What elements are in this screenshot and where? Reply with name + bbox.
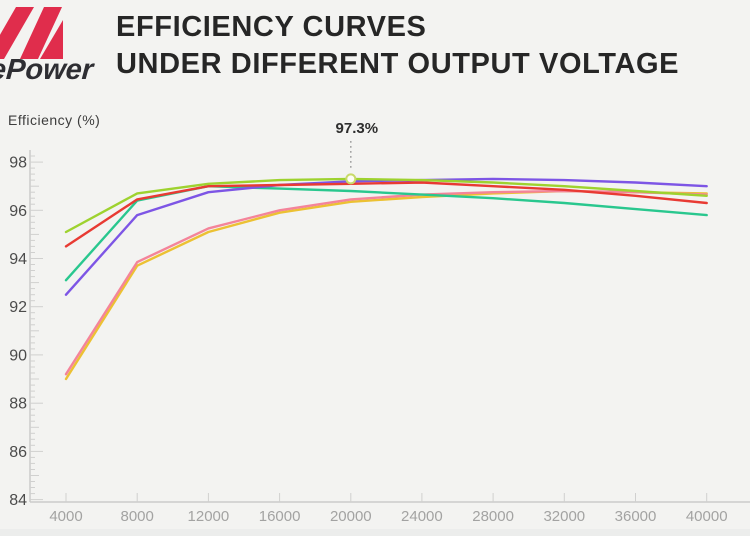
x-tick-label: 40000: [686, 508, 728, 525]
x-tick-label: 16000: [259, 508, 301, 525]
y-tick-label: 92: [9, 299, 27, 316]
y-tick-label: 84: [9, 492, 27, 509]
y-tick-label: 94: [9, 251, 27, 268]
epower-logo-mark: [0, 7, 63, 59]
y-tick-label: 96: [9, 203, 27, 220]
x-tick-label: 32000: [543, 508, 585, 525]
series-line-pink: [64, 189, 708, 376]
y-tick-label: 90: [9, 347, 27, 364]
header: ePower EFFICIENCY CURVES UNDER DIFFERENT…: [0, 0, 750, 100]
series-line-red: [64, 181, 708, 248]
annotation-label: 97.3%: [336, 120, 379, 137]
bottom-strip: [0, 529, 750, 536]
y-tick-label: 86: [9, 444, 27, 461]
y-axis-title: Efficiency (%): [8, 112, 101, 128]
x-tick-label: 12000: [188, 508, 230, 525]
series-line-gold: [64, 189, 708, 381]
epower-logo-text: ePower: [0, 54, 95, 86]
y-tick-label: 88: [9, 396, 27, 413]
epower-logo: ePower: [0, 0, 110, 95]
x-tick-label: 28000: [472, 508, 514, 525]
x-tick-label: 8000: [121, 508, 154, 525]
annotation-marker: [345, 173, 357, 185]
x-tick-label: 24000: [401, 508, 443, 525]
page-title-line1: EFFICIENCY CURVES: [116, 11, 427, 43]
page-title-line2: UNDER DIFFERENT OUTPUT VOLTAGE: [116, 48, 680, 80]
y-tick-label: 98: [9, 155, 27, 172]
page-title: EFFICIENCY CURVES UNDER DIFFERENT OUTPUT…: [116, 9, 679, 83]
x-tick-label: 4000: [49, 508, 82, 525]
series-line-yellowgreen: [64, 177, 708, 234]
x-tick-label: 20000: [330, 508, 372, 525]
x-tick-label: 36000: [615, 508, 657, 525]
